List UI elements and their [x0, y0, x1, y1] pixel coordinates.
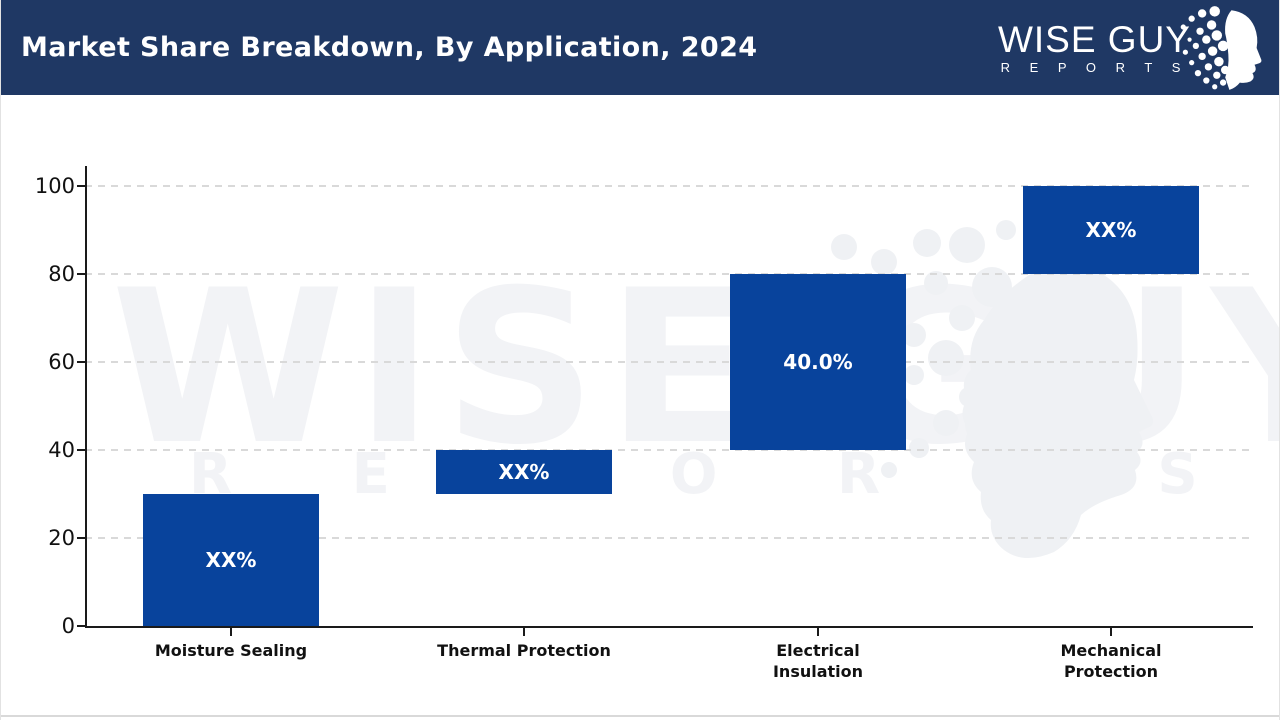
y-tick-label-40: 40 — [48, 438, 75, 462]
bar-value-label: XX% — [205, 548, 257, 572]
x-tick-mark-thermal-protection — [523, 628, 525, 636]
y-tick-mark-0 — [77, 625, 85, 627]
footer-divider — [1, 715, 1279, 717]
x-tick-mark-moisture-sealing — [230, 628, 232, 636]
y-tick-label-0: 0 — [61, 614, 75, 638]
gridline-60 — [85, 361, 1253, 363]
y-tick-mark-80 — [77, 273, 85, 275]
watermark-head-icon — [831, 220, 1154, 559]
page-title: Market Share Breakdown, By Application, … — [21, 32, 758, 63]
x-category-label-thermal-protection: Thermal Protection — [437, 641, 611, 660]
bar-electrical-insulation: 40.0% — [730, 274, 906, 450]
x-category-label-moisture-sealing: Moisture Sealing — [154, 641, 308, 660]
y-tick-label-80: 80 — [48, 262, 75, 286]
brand-logo-text: WISE GUY R E P O R T S — [997, 18, 1191, 75]
bar-thermal-protection: XX% — [436, 450, 612, 494]
y-tick-label-100: 100 — [34, 174, 75, 198]
x-category-label-electrical-insulation: Electrical Insulation — [772, 641, 864, 681]
y-tick-mark-20 — [77, 537, 85, 539]
y-tick-mark-40 — [77, 449, 85, 451]
gridline-80 — [85, 273, 1253, 275]
bar-value-label: 40.0% — [783, 350, 853, 374]
y-tick-mark-60 — [77, 361, 85, 363]
bar-moisture-sealing: XX% — [143, 494, 319, 626]
dotted-head-icon — [1180, 5, 1262, 90]
y-tick-label-60: 60 — [48, 350, 75, 374]
y-tick-label-20: 20 — [48, 526, 75, 550]
x-axis — [85, 626, 1253, 628]
bar-mechanical-protection: XX% — [1023, 186, 1199, 274]
y-axis — [85, 166, 87, 628]
x-tick-mark-electrical-insulation — [817, 628, 819, 636]
x-category-label-mechanical-protection: Mechanical Protection — [1060, 641, 1162, 681]
x-tick-mark-mechanical-protection — [1110, 628, 1112, 636]
bar-value-label: XX% — [498, 460, 550, 484]
bar-value-label: XX% — [1085, 218, 1137, 242]
gridline-100 — [85, 185, 1253, 187]
y-tick-mark-100 — [77, 185, 85, 187]
brand-subtitle: R E P O R T S — [1000, 59, 1189, 75]
gridline-40 — [85, 449, 1253, 451]
brand-logo: WISE GUY R E P O R T S — [998, 4, 1265, 92]
brand-name: WISE GUY — [997, 18, 1191, 60]
header-bar: Market Share Breakdown, By Application, … — [1, 0, 1279, 95]
gridline-20 — [85, 537, 1253, 539]
